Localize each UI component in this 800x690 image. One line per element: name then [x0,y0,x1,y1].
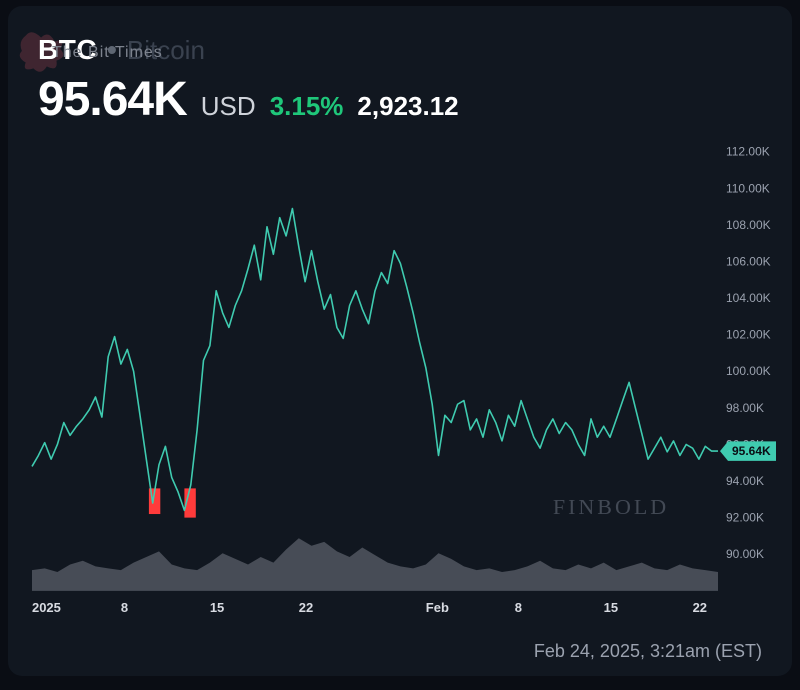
x-tick-label: Feb [426,600,449,615]
volume-area [32,538,718,591]
y-tick-label: 106.00K [726,255,771,269]
x-tick-label: 2025 [32,600,61,615]
x-tick-label: 22 [299,600,313,615]
x-tick-label: 8 [515,600,522,615]
y-tick-label: 92.00K [726,511,764,525]
x-tick-label: 15 [604,600,618,615]
current-price: 95.64K [38,72,187,127]
absolute-change: 2,923.12 [357,91,458,122]
chart-panel: The Bit Times BTC • Bitcoin 95.64K USD 3… [8,6,792,676]
price-row: 95.64K USD 3.15% 2,923.12 [38,72,762,127]
y-tick-label: 112.00K [726,146,770,159]
y-tick-label: 108.00K [726,218,771,232]
current-price-tag-label: 95.64K [732,444,771,458]
y-tick-label: 100.00K [726,364,771,378]
ticker-symbol: BTC [38,34,97,66]
x-tick-label: 15 [210,600,224,615]
y-tick-label: 110.00K [726,181,770,195]
y-tick-label: 90.00K [726,547,764,561]
ticker-name: Bitcoin [127,35,205,66]
price-chart[interactable]: 90.00K92.00K94.00K96.00K98.00K100.00K102… [28,146,784,620]
chart-svg: 90.00K92.00K94.00K96.00K98.00K100.00K102… [28,146,784,620]
y-tick-label: 104.00K [726,291,771,305]
percent-change: 3.15% [270,91,344,122]
ticker-separator: • [107,34,117,66]
y-tick-label: 102.00K [726,328,771,342]
timestamp: Feb 24, 2025, 3:21am (EST) [534,641,762,662]
ticker-row: The Bit Times BTC • Bitcoin [38,34,762,66]
y-tick-label: 98.00K [726,401,764,415]
header: The Bit Times BTC • Bitcoin 95.64K USD 3… [8,6,792,137]
x-tick-label: 8 [121,600,128,615]
currency-label: USD [201,91,256,122]
price-line [32,209,718,511]
y-tick-label: 94.00K [726,474,764,488]
watermark: FINBOLD [553,495,669,519]
x-tick-label: 22 [693,600,707,615]
